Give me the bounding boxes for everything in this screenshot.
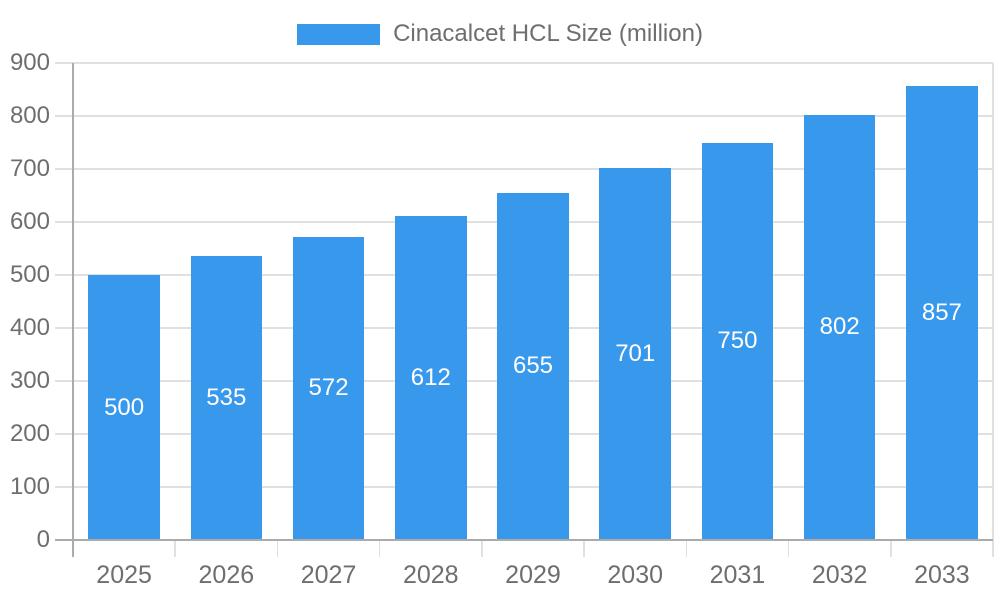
x-axis-label-2026: 2026 [198,561,255,589]
x-axis-label-2031: 2031 [709,561,766,589]
legend-label: Cinacalcet HCL Size (million) [393,20,703,47]
x-tick-5 [583,540,585,557]
y-tick-100 [55,486,73,488]
y-tick-300 [55,380,73,382]
legend-swatch [297,23,381,45]
y-axis-label-0: 0 [36,526,50,553]
y-tick-900 [55,62,73,64]
bar-2025: 500 [88,275,160,540]
x-tick-9 [992,540,994,557]
y-tick-400 [55,327,73,329]
x-axis-label-2030: 2030 [607,561,664,589]
bar-value-label-2030: 701 [615,340,656,368]
x-tick-7 [787,540,790,557]
y-gridline-800 [73,115,993,117]
y-axis-label-700: 700 [9,155,50,182]
y-tick-600 [55,221,73,223]
y-gridline-900 [73,62,993,64]
y-axis-label-300: 300 [9,367,50,394]
bar-value-label-2032: 802 [819,313,860,341]
bar-2027: 572 [292,236,365,540]
x-axis-label-2025: 2025 [96,561,152,589]
y-axis-label-200: 200 [9,420,50,447]
bar-value-label-2028: 612 [410,363,451,391]
x-axis-label-2032: 2032 [811,561,868,589]
x-tick-8 [890,540,892,557]
x-tick-6 [685,540,688,557]
y-axis-label-100: 100 [9,473,50,500]
y-tick-700 [55,168,73,170]
bar-2026: 535 [190,256,263,540]
bar-2029: 655 [497,192,569,540]
bar-value-label-2025: 500 [104,393,145,421]
y-tick-500 [55,274,73,276]
y-axis-label-400: 400 [9,314,50,341]
y-axis-line [72,63,74,557]
bar-2032: 802 [803,114,876,540]
y-axis-label-800: 800 [9,102,50,129]
x-axis-label-2033: 2033 [914,561,970,589]
x-axis-label-2027: 2027 [300,561,357,589]
x-tick-1 [174,540,176,557]
x-axis-label-2028: 2028 [402,561,459,589]
y-tick-200 [55,433,73,435]
plot-area: 0 100 200 300 400 500 600 700 800 900 500 2025 535 20… [10,49,994,589]
chart-legend: Cinacalcet HCL Size (million) [0,20,1000,48]
bar-2030: 701 [599,168,671,540]
plot-right-border [992,63,994,540]
bar-2028: 612 [395,215,467,540]
bar-value-label-2031: 750 [717,327,758,355]
x-tick-2 [276,540,279,557]
y-axis-label-900: 900 [9,49,50,76]
bar-value-label-2033: 857 [921,298,962,326]
bar-2033: 857 [906,85,978,540]
x-tick-4 [481,540,483,557]
bar-value-label-2029: 655 [512,352,554,380]
y-axis-label-600: 600 [9,208,50,235]
bar-value-label-2027: 572 [308,374,349,402]
y-tick-800 [55,115,73,117]
x-axis-line [55,539,993,541]
y-gridline-700 [73,168,993,170]
bar-2031: 750 [701,142,774,540]
y-axis-label-500: 500 [9,261,50,288]
bar-value-label-2026: 535 [206,384,247,412]
x-axis-label-2029: 2029 [505,561,561,589]
x-tick-3 [378,540,381,557]
